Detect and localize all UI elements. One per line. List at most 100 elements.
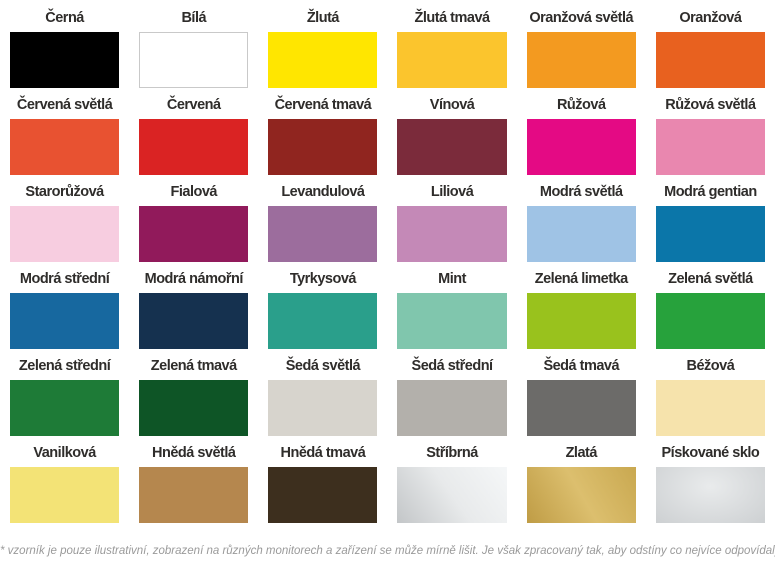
- swatch-cell: Zelená tmavá: [139, 352, 249, 439]
- swatch-label: Tyrkysová: [289, 271, 357, 287]
- swatch-label: Fialová: [170, 184, 218, 200]
- color-swatch: [397, 380, 507, 436]
- color-swatch: [268, 293, 378, 349]
- color-swatch: [526, 380, 636, 436]
- swatch-cell: Béžová: [655, 352, 765, 439]
- swatch-cell: Růžová: [526, 91, 636, 178]
- swatch-cell: Červená světlá: [10, 91, 120, 178]
- swatch-label: Modrá světlá: [539, 184, 623, 200]
- swatch-label: Růžová světlá: [665, 97, 756, 113]
- swatch-cell: Starorůžová: [10, 178, 120, 265]
- swatch-cell: Šedá tmavá: [526, 352, 636, 439]
- swatch-label: Liliová: [430, 184, 474, 200]
- color-swatch: [397, 293, 507, 349]
- swatch-label: Zelená limetka: [534, 271, 628, 287]
- swatch-cell: Žlutá: [268, 4, 378, 91]
- color-swatch: [139, 119, 249, 175]
- swatch-label: Červená světlá: [16, 97, 113, 113]
- swatch-label: Černá: [45, 10, 84, 26]
- swatch-cell: Modrá světlá: [526, 178, 636, 265]
- color-swatch: [526, 206, 636, 262]
- color-swatch: [268, 119, 378, 175]
- color-swatch: [268, 467, 378, 523]
- swatch-cell: Růžová světlá: [655, 91, 765, 178]
- swatch-cell: Šedá střední: [397, 352, 507, 439]
- swatch-label: Zelená střední: [18, 358, 111, 374]
- swatch-label: Zelená světlá: [668, 271, 753, 287]
- color-swatch: [655, 380, 765, 436]
- swatch-label: Bílá: [181, 10, 207, 26]
- swatch-label: Oranžová světlá: [529, 10, 634, 26]
- swatch-cell: Levandulová: [268, 178, 378, 265]
- swatch-cell: Bílá: [139, 4, 249, 91]
- swatch-label: Mint: [438, 271, 466, 287]
- swatch-label: Zlatá: [565, 445, 598, 461]
- color-swatch: [526, 32, 636, 88]
- swatch-cell: Stříbrná: [397, 439, 507, 526]
- swatch-cell: Oranžová světlá: [526, 4, 636, 91]
- swatch-cell: Liliová: [397, 178, 507, 265]
- swatch-label: Hnědá tmavá: [280, 445, 366, 461]
- color-swatch: [655, 206, 765, 262]
- swatch-cell: Vanilková: [10, 439, 120, 526]
- swatch-label: Modrá střední: [19, 271, 110, 287]
- swatch-cell: Pískované sklo: [655, 439, 765, 526]
- swatch-label: Vanilková: [33, 445, 96, 461]
- swatch-label: Starorůžová: [25, 184, 104, 200]
- swatch-label: Šedá světlá: [285, 358, 361, 374]
- swatch-cell: Zelená limetka: [526, 265, 636, 352]
- swatch-label: Modrá gentian: [664, 184, 757, 200]
- color-swatch-grid: Černá Bílá Žlutá Žlutá tmavá Oranžová světlá…: [10, 4, 765, 526]
- color-swatch: [139, 206, 249, 262]
- swatch-cell: Červená: [139, 91, 249, 178]
- color-swatch: [397, 467, 507, 523]
- swatch-label: Vínová: [429, 97, 475, 113]
- swatch-cell: Fialová: [139, 178, 249, 265]
- swatch-label: Zelená tmavá: [150, 358, 237, 374]
- color-swatch: [10, 293, 120, 349]
- color-swatch: [268, 32, 378, 88]
- color-swatch: [10, 119, 120, 175]
- color-swatch: [139, 293, 249, 349]
- swatch-cell: Mint: [397, 265, 507, 352]
- color-swatch: [655, 467, 765, 523]
- swatch-cell: Černá: [10, 4, 120, 91]
- swatch-cell: Modrá gentian: [655, 178, 765, 265]
- swatch-label: Červená tmavá: [274, 97, 372, 113]
- swatch-cell: Modrá střední: [10, 265, 120, 352]
- color-swatch: [10, 380, 120, 436]
- color-swatch: [139, 467, 249, 523]
- swatch-label: Šedá tmavá: [543, 358, 620, 374]
- color-swatch: [268, 380, 378, 436]
- swatch-label: Hnědá světlá: [152, 445, 236, 461]
- swatch-cell: Červená tmavá: [268, 91, 378, 178]
- color-swatch: [397, 32, 507, 88]
- swatch-label: Stříbrná: [426, 445, 478, 461]
- swatch-label: Červená: [166, 97, 221, 113]
- swatch-label: Levandulová: [281, 184, 365, 200]
- swatch-label: Růžová: [556, 97, 606, 113]
- swatch-label: Oranžová: [679, 10, 742, 26]
- swatch-cell: Zelená světlá: [655, 265, 765, 352]
- color-swatch: [397, 119, 507, 175]
- color-swatch: [10, 32, 120, 88]
- swatch-label: Žlutá: [306, 10, 340, 26]
- color-swatch: [526, 293, 636, 349]
- swatch-cell: Žlutá tmavá: [397, 4, 507, 91]
- color-swatch: [139, 32, 249, 88]
- swatch-label: Modrá námořní: [144, 271, 244, 287]
- swatch-cell: Oranžová: [655, 4, 765, 91]
- disclaimer-text: * vzorník je pouze ilustrativní, zobraze…: [0, 545, 775, 557]
- swatch-label: Šedá střední: [411, 358, 494, 374]
- color-swatch: [655, 293, 765, 349]
- color-swatch: [397, 206, 507, 262]
- color-swatch: [526, 119, 636, 175]
- swatch-label: Pískované sklo: [661, 445, 760, 461]
- color-swatch: [10, 206, 120, 262]
- swatch-cell: Šedá světlá: [268, 352, 378, 439]
- swatch-cell: Zlatá: [526, 439, 636, 526]
- swatch-cell: Tyrkysová: [268, 265, 378, 352]
- color-swatch: [10, 467, 120, 523]
- color-swatch: [655, 32, 765, 88]
- swatch-label: Žlutá tmavá: [414, 10, 491, 26]
